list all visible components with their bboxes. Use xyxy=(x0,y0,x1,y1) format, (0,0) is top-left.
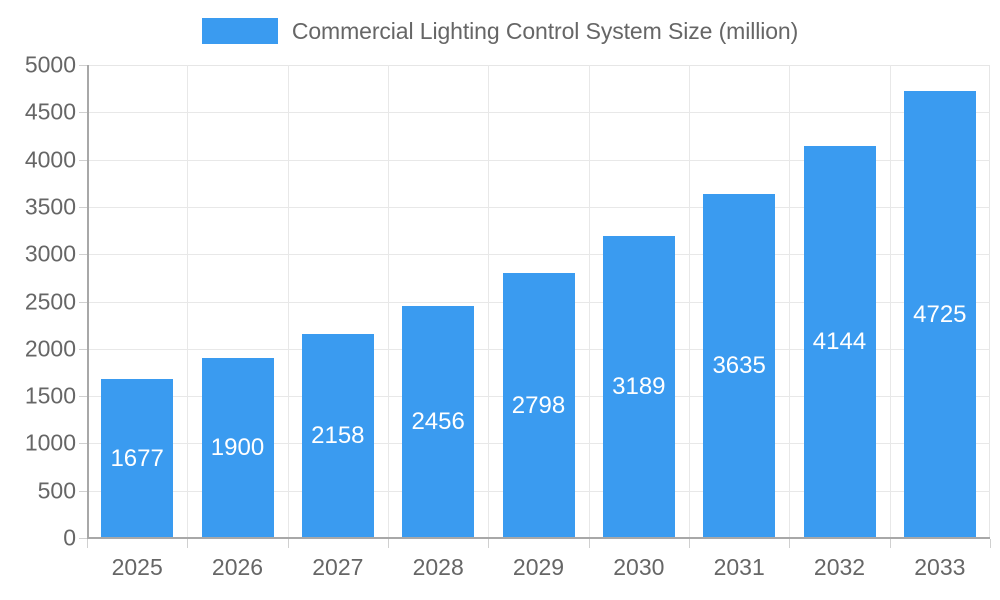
y-axis-tick-label: 4500 xyxy=(24,98,76,125)
gridline-horizontal xyxy=(87,112,990,114)
y-tick-mark xyxy=(79,396,88,398)
x-tick-mark xyxy=(589,539,590,548)
x-axis-tick-label: 2033 xyxy=(914,554,966,580)
y-axis-line xyxy=(87,65,89,539)
plot-area: 1677 1900 2158 2456 2798 3189 3635 4144 4725 xyxy=(87,65,990,539)
gridline-vertical xyxy=(187,65,188,538)
y-axis-tick-label: 4000 xyxy=(24,146,76,173)
chart-legend: Commercial Lighting Control System Size … xyxy=(0,14,1000,48)
y-tick-mark xyxy=(79,443,88,445)
gridline-horizontal xyxy=(87,254,990,256)
x-tick-mark xyxy=(187,539,188,548)
bar-value-label: 4725 xyxy=(913,300,967,328)
gridline-vertical xyxy=(789,65,790,538)
x-axis-tick-label: 2025 xyxy=(111,554,163,580)
gridline-vertical xyxy=(388,65,389,538)
y-axis-tick-label: 3500 xyxy=(24,193,76,220)
y-axis-tick-label: 2500 xyxy=(24,288,76,314)
legend-swatch-icon[interactable] xyxy=(201,18,278,44)
x-axis-tick-label: 2026 xyxy=(211,554,264,580)
y-axis-labels: 0 500 1000 1500 2000 2500 3000 3500 4000 4500 5000 xyxy=(0,0,76,600)
bar[interactable]: 2456 xyxy=(402,305,475,538)
y-axis-tick-label: 1500 xyxy=(24,382,76,409)
bar-value-label: 3189 xyxy=(612,373,666,401)
bar-value-label: 2158 xyxy=(311,421,365,449)
bar[interactable]: 2158 xyxy=(301,333,374,538)
x-axis-tick-label: 2029 xyxy=(512,554,565,580)
gridline-horizontal xyxy=(87,159,990,161)
y-tick-mark xyxy=(79,65,88,66)
x-tick-mark xyxy=(388,539,389,548)
x-axis-tick-label: 2032 xyxy=(813,554,866,580)
bar-value-label: 1900 xyxy=(210,434,265,462)
gridline-vertical xyxy=(288,65,289,538)
bar[interactable]: 2798 xyxy=(502,273,575,538)
x-tick-mark xyxy=(890,539,891,548)
bar-value-label: 1677 xyxy=(110,444,164,472)
bar-value-label: 2456 xyxy=(411,407,465,435)
y-axis-tick-label: 2000 xyxy=(24,335,76,362)
bar[interactable]: 1677 xyxy=(101,379,174,538)
gridline-vertical xyxy=(689,65,690,538)
x-tick-mark xyxy=(87,539,88,548)
y-tick-mark xyxy=(79,538,88,539)
y-tick-mark xyxy=(79,254,88,256)
x-axis-tick-label: 2028 xyxy=(412,554,464,580)
bar[interactable]: 4725 xyxy=(903,91,976,538)
y-tick-mark xyxy=(79,348,88,350)
y-axis-tick-label: 500 xyxy=(37,477,76,504)
y-axis-tick-label: 5000 xyxy=(24,51,76,78)
y-tick-mark xyxy=(79,159,88,161)
y-axis-tick-label: 3000 xyxy=(24,240,76,267)
x-axis-tick-label: 2027 xyxy=(312,554,364,580)
gridline-vertical xyxy=(488,65,489,538)
x-tick-mark xyxy=(990,539,991,548)
x-tick-mark xyxy=(488,539,489,548)
x-axis-line xyxy=(87,537,990,539)
bar[interactable]: 3189 xyxy=(602,236,675,538)
y-tick-mark xyxy=(79,112,88,114)
legend-label: Commercial Lighting Control System Size … xyxy=(291,17,799,44)
x-tick-mark xyxy=(789,539,790,548)
x-tick-mark xyxy=(689,539,690,548)
bar-value-label: 4144 xyxy=(812,327,867,355)
y-tick-mark xyxy=(79,301,88,303)
x-tick-mark xyxy=(288,539,289,548)
gridline-vertical xyxy=(589,65,590,538)
bar[interactable]: 4144 xyxy=(803,145,876,538)
bar-value-label: 2798 xyxy=(511,391,566,419)
bar[interactable]: 3635 xyxy=(703,194,776,538)
y-tick-mark xyxy=(79,206,88,208)
y-axis-tick-label: 0 xyxy=(63,524,76,551)
y-axis-tick-label: 1000 xyxy=(24,429,76,456)
gridline-vertical xyxy=(890,65,891,538)
y-tick-mark xyxy=(79,490,88,492)
x-axis-tick-label: 2031 xyxy=(713,554,765,580)
bar-value-label: 3635 xyxy=(712,352,766,380)
gridline-horizontal xyxy=(87,206,990,208)
x-axis-tick-label: 2030 xyxy=(613,554,665,580)
bar[interactable]: 1900 xyxy=(201,358,274,538)
